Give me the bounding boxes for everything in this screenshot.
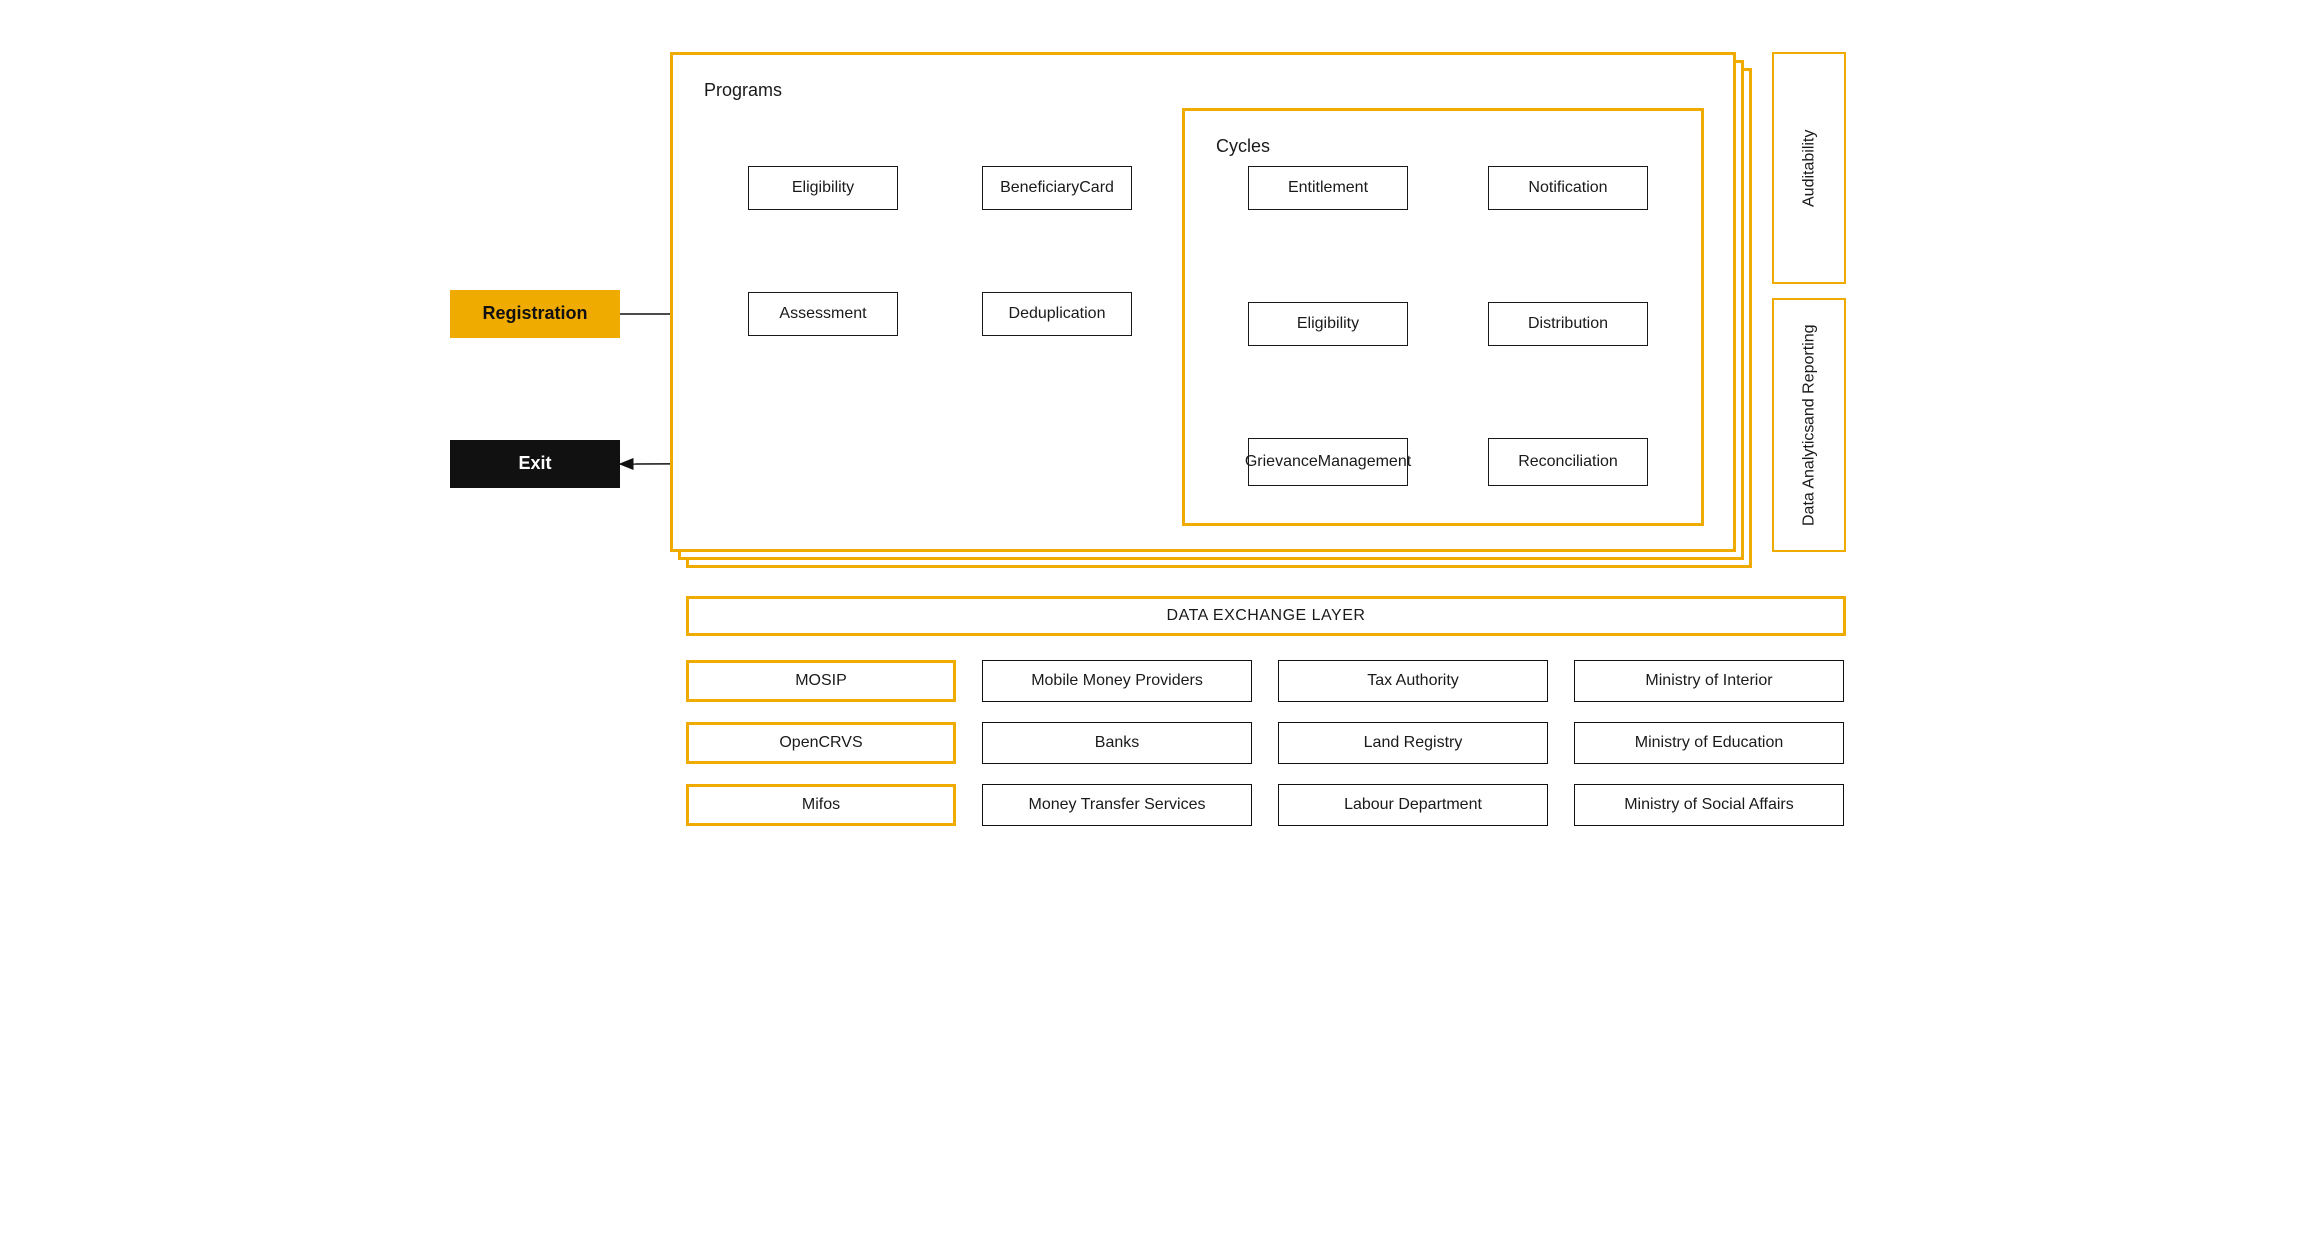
exit-node: Exit xyxy=(450,440,620,488)
external-2-3: Ministry of Social Affairs xyxy=(1574,784,1844,826)
assessment-node: Assessment xyxy=(748,292,898,336)
eligibility2-node: Eligibility xyxy=(1248,302,1408,346)
registration-node: Registration xyxy=(450,290,620,338)
external-0-2: Tax Authority xyxy=(1278,660,1548,702)
external-2-0: Mifos xyxy=(686,784,956,826)
grievance-node: GrievanceManagement xyxy=(1248,438,1408,486)
cycles_stack-title: Cycles xyxy=(1216,136,1270,157)
external-0-0: MOSIP xyxy=(686,660,956,702)
external-1-3: Ministry of Education xyxy=(1574,722,1844,764)
external-0-3: Ministry of Interior xyxy=(1574,660,1844,702)
eligibility-node: Eligibility xyxy=(748,166,898,210)
distribution-node: Distribution xyxy=(1488,302,1648,346)
data-exchange-layer: DATA EXCHANGE LAYER xyxy=(686,596,1846,636)
external-1-0: OpenCRVS xyxy=(686,722,956,764)
programs_stack-title: Programs xyxy=(704,80,782,101)
external-1-2: Land Registry xyxy=(1278,722,1548,764)
diagram-canvas: Programs Cycles Registration Exit Eligibilit… xyxy=(410,40,1887,880)
reconciliation-node: Reconciliation xyxy=(1488,438,1648,486)
external-2-2: Labour Department xyxy=(1278,784,1548,826)
external-0-1: Mobile Money Providers xyxy=(982,660,1252,702)
deduplication-node: Deduplication xyxy=(982,292,1132,336)
beneficiary_card-node: BeneficiaryCard xyxy=(982,166,1132,210)
analytics-panel: Data Analyticsand Reporting xyxy=(1772,298,1846,552)
external-2-1: Money Transfer Services xyxy=(982,784,1252,826)
notification-node: Notification xyxy=(1488,166,1648,210)
entitlement-node: Entitlement xyxy=(1248,166,1408,210)
external-1-1: Banks xyxy=(982,722,1252,764)
auditability-panel: Auditability xyxy=(1772,52,1846,284)
